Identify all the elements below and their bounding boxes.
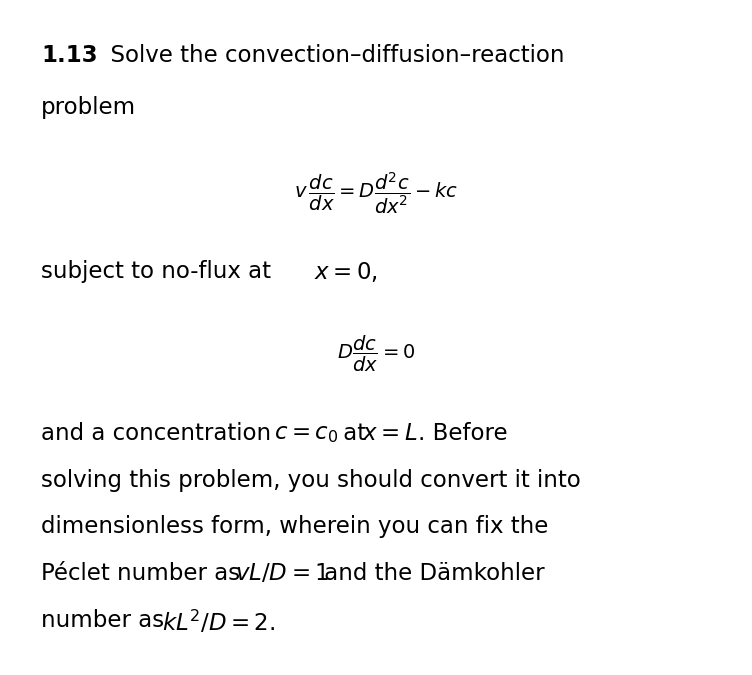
Text: $x = 0,$: $x = 0,$ xyxy=(314,260,378,284)
Text: $x = L$: $x = L$ xyxy=(362,422,418,445)
Text: number as: number as xyxy=(41,609,171,632)
Text: $c = c_0$: $c = c_0$ xyxy=(274,422,338,445)
Text: . Before: . Before xyxy=(418,422,508,445)
Text: dimensionless form, wherein you can fix the: dimensionless form, wherein you can fix … xyxy=(41,515,549,538)
Text: subject to no-flux at: subject to no-flux at xyxy=(41,260,278,283)
Text: problem: problem xyxy=(41,96,136,119)
Text: 1.13: 1.13 xyxy=(41,44,98,67)
Text: $kL^2/D = 2.$: $kL^2/D = 2.$ xyxy=(162,609,275,636)
Text: at: at xyxy=(336,422,374,445)
Text: $D\dfrac{dc}{dx} = 0$: $D\dfrac{dc}{dx} = 0$ xyxy=(337,334,415,374)
Text: Péclet number as: Péclet number as xyxy=(41,562,247,585)
Text: $v\,\dfrac{dc}{dx} = D\dfrac{d^2c}{dx^2} - kc$: $v\,\dfrac{dc}{dx} = D\dfrac{d^2c}{dx^2}… xyxy=(294,170,458,215)
Text: and the Dämkohler: and the Dämkohler xyxy=(317,562,545,585)
Text: Solve the convection–diffusion–reaction: Solve the convection–diffusion–reaction xyxy=(96,44,564,67)
Text: solving this problem, you should convert it into: solving this problem, you should convert… xyxy=(41,469,581,492)
Text: $vL/D = 1$: $vL/D = 1$ xyxy=(235,562,329,585)
Text: and a concentration: and a concentration xyxy=(41,422,279,445)
